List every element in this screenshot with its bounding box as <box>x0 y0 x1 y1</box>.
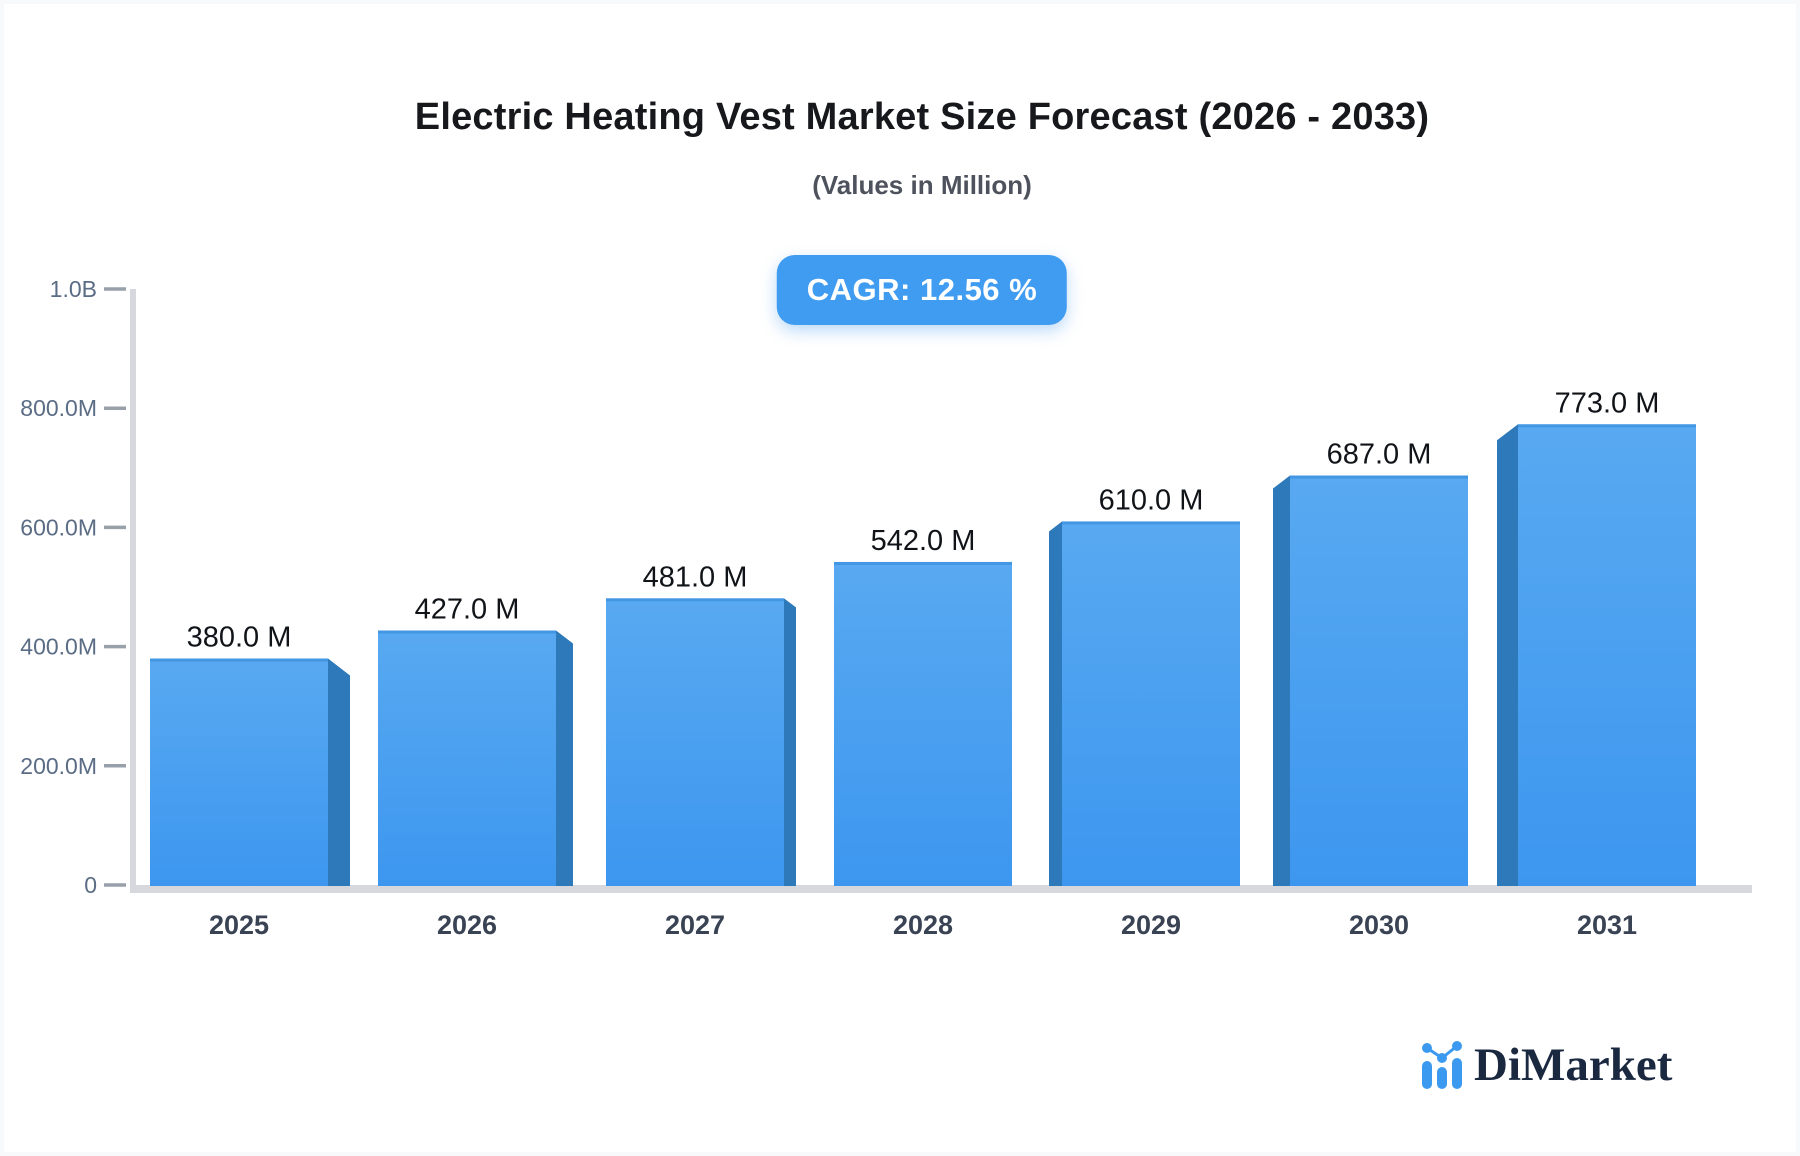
x-tick-label: 2028 <box>893 910 953 940</box>
bar-value-label: 427.0 M <box>415 594 520 626</box>
x-tick-label: 2030 <box>1349 910 1409 940</box>
bar-top-edge <box>1062 521 1240 525</box>
x-tick-label: 2027 <box>665 910 725 940</box>
bar-side-face <box>1049 521 1062 886</box>
x-tick-label: 2026 <box>437 910 497 940</box>
bar-front-face <box>1518 424 1696 886</box>
bar-side-face <box>784 598 796 886</box>
bar-2028 <box>834 561 1012 886</box>
y-tick-label: 400.0M <box>20 634 97 660</box>
bar-2029 <box>1049 521 1240 886</box>
logo-bar <box>1452 1058 1462 1089</box>
bar-2027 <box>606 598 796 886</box>
y-tick-label: 200.0M <box>20 753 97 779</box>
brand-logo-text: DiMarket <box>1474 1039 1673 1091</box>
bar-value-label: 542.0 M <box>871 525 976 557</box>
bar-value-label: 773.0 M <box>1555 387 1660 419</box>
y-tick-label: 600.0M <box>20 514 97 540</box>
bar-top-edge <box>378 630 556 634</box>
bar-front-face <box>378 630 556 886</box>
bar-value-label: 610.0 M <box>1099 484 1204 516</box>
bar-2031 <box>1497 424 1696 886</box>
cagr-badge: CAGR: 12.56 % <box>776 255 1068 325</box>
chart-subtitle: (Values in Million) <box>812 170 1032 200</box>
bar-2025 <box>150 658 350 886</box>
x-tick-label: 2029 <box>1121 910 1181 940</box>
bar-side-face <box>1497 424 1518 886</box>
x-axis-line <box>130 885 1752 893</box>
bar-side-face <box>556 630 573 886</box>
bar-front-face <box>1290 475 1468 886</box>
bar-front-face <box>150 658 328 886</box>
bar-front-face <box>606 598 784 886</box>
logo-bar <box>1437 1067 1447 1089</box>
bar-front-face <box>1062 521 1240 886</box>
bar-value-label: 687.0 M <box>1327 439 1432 471</box>
bar-front-face <box>834 561 1012 886</box>
bar-value-label: 481.0 M <box>643 561 748 593</box>
bar-top-edge <box>1290 475 1468 479</box>
bar-line-chart-icon <box>1422 1041 1462 1089</box>
bar-2026 <box>378 630 573 886</box>
bar-value-label: 380.0 M <box>187 622 292 654</box>
logo-dot <box>1422 1043 1432 1053</box>
brand-logo: DiMarket <box>1420 1040 1672 1090</box>
bar-top-edge <box>834 561 1012 565</box>
bar-2030 <box>1273 475 1468 886</box>
x-tick-label: 2031 <box>1577 910 1637 940</box>
bar-side-face <box>1273 475 1290 886</box>
chart-title: Electric Heating Vest Market Size Foreca… <box>414 96 1430 138</box>
y-axis-line <box>130 289 136 893</box>
bar-top-edge <box>606 598 784 602</box>
logo-dot <box>1437 1053 1447 1063</box>
y-tick-label: 800.0M <box>20 395 97 421</box>
y-tick-label: 1.0B <box>50 276 97 302</box>
logo-dot <box>1452 1041 1462 1051</box>
x-tick-label: 2025 <box>209 910 269 940</box>
y-tick-label: 0 <box>84 872 97 898</box>
bar-side-face <box>328 658 350 886</box>
bar-top-edge <box>150 658 328 662</box>
bar-top-edge <box>1518 424 1696 428</box>
logo-bar <box>1422 1061 1432 1089</box>
